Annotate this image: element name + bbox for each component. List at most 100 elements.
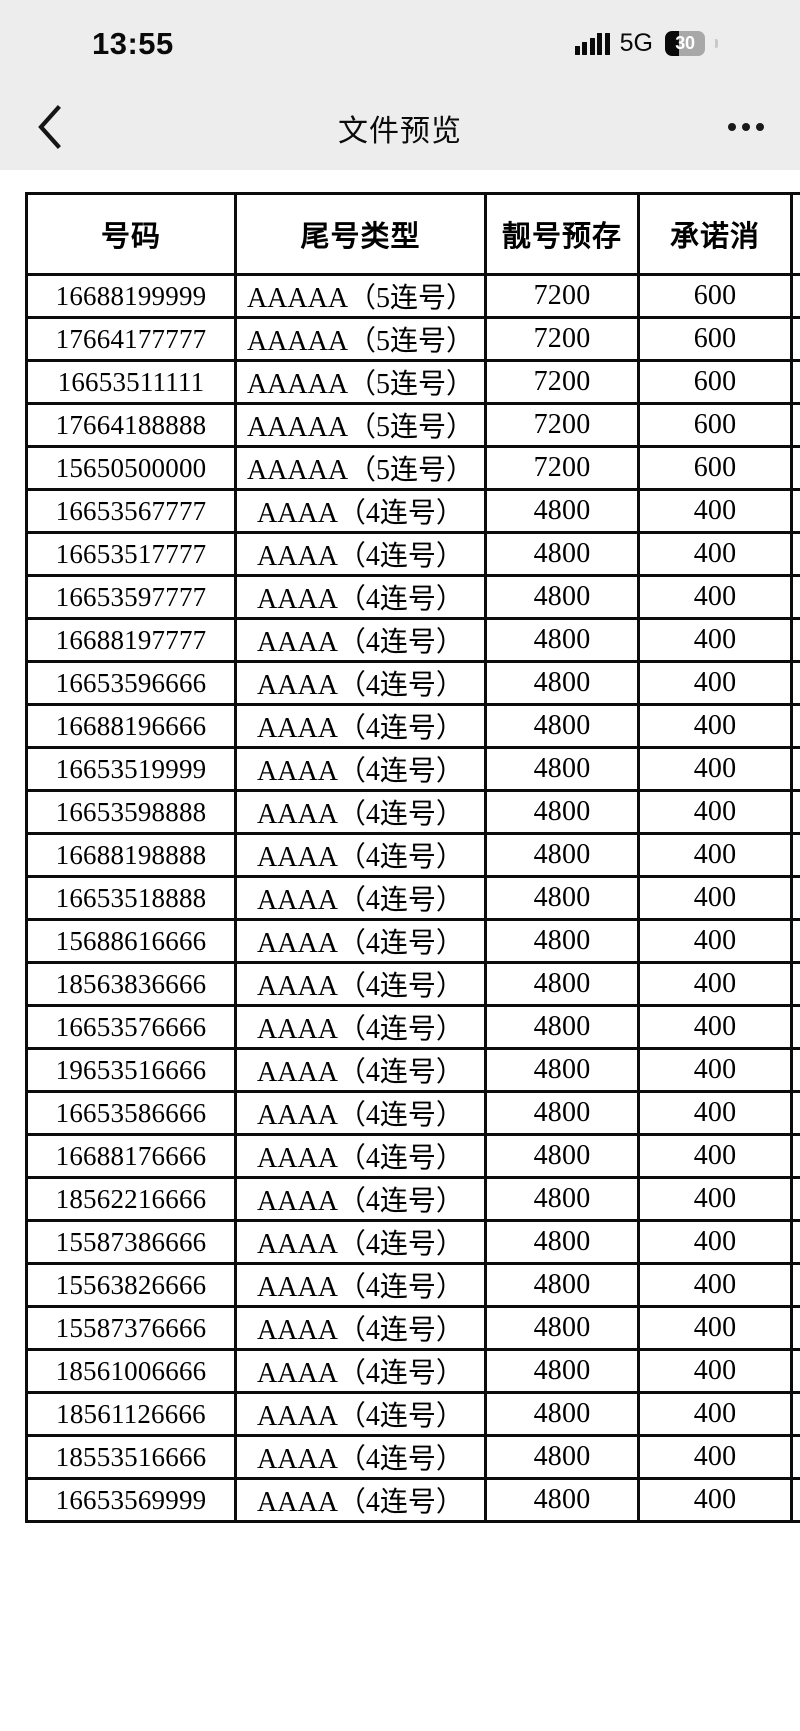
cell-number: 16653569999	[25, 1477, 237, 1523]
cell-number: 18563836666	[25, 961, 237, 1007]
cell-number: 15650500000	[25, 445, 237, 491]
cell-min-spend	[790, 961, 800, 1007]
cell-prestore: 7200	[484, 445, 640, 491]
status-bar: 13:55 5G 30	[0, 0, 800, 86]
cell-tail-type: AAAA（4连号）	[234, 703, 487, 749]
cell-prestore: 4800	[484, 1004, 640, 1050]
table-row: 16653511111 AAAAA（5连号） 7200 600	[25, 359, 800, 405]
back-button[interactable]	[18, 96, 80, 158]
cell-prestore: 4800	[484, 1348, 640, 1394]
cell-prestore: 4800	[484, 1133, 640, 1179]
table-row: 16688198888 AAAA（4连号） 4800 400	[25, 832, 800, 878]
cell-commitment: 400	[637, 1477, 793, 1523]
cell-commitment: 600	[637, 316, 793, 362]
cell-min-spend	[790, 1176, 800, 1222]
cell-number: 16688199999	[25, 273, 237, 319]
file-preview-canvas[interactable]: 号码 尾号类型 靓号预存 承诺消 低消 16688199999	[0, 170, 800, 1731]
table-row: 16688176666 AAAA（4连号） 4800 400	[25, 1133, 800, 1179]
cell-commitment: 400	[637, 1219, 793, 1265]
cell-min-spend	[790, 1477, 800, 1523]
table-row: 16653519999 AAAA（4连号） 4800 400	[25, 746, 800, 792]
cell-number: 16653567777	[25, 488, 237, 534]
cell-tail-type: AAAA（4连号）	[234, 1391, 487, 1437]
cell-tail-type: AAAA（4连号）	[234, 961, 487, 1007]
cell-min-spend	[790, 617, 800, 663]
more-dot	[756, 123, 764, 131]
cell-min-spend	[790, 703, 800, 749]
table-row: 18561006666 AAAA（4连号） 4800 400	[25, 1348, 800, 1394]
cell-min-spend	[790, 832, 800, 878]
table-row: 16688199999 AAAAA（5连号） 7200 600	[25, 273, 800, 319]
cell-tail-type: AAAA（4连号）	[234, 789, 487, 835]
cell-tail-type: AAAAA（5连号）	[234, 402, 487, 448]
cell-prestore: 7200	[484, 359, 640, 405]
cell-prestore: 4800	[484, 1219, 640, 1265]
table-row: 18553516666 AAAA（4连号） 4800 400	[25, 1434, 800, 1480]
signal-bars-icon	[574, 31, 610, 55]
table-row: 18563836666 AAAA（4连号） 4800 400	[25, 961, 800, 1007]
cell-commitment: 400	[637, 488, 793, 534]
cell-min-spend	[790, 1434, 800, 1480]
cell-commitment: 600	[637, 359, 793, 405]
cell-min-spend	[790, 1391, 800, 1437]
cell-prestore: 4800	[484, 832, 640, 878]
cell-prestore: 4800	[484, 961, 640, 1007]
battery-icon: 30	[665, 30, 705, 56]
cell-prestore: 4800	[484, 660, 640, 706]
cell-number: 15688616666	[25, 918, 237, 964]
cell-min-spend	[790, 1305, 800, 1351]
cell-tail-type: AAAA（4连号）	[234, 617, 487, 663]
more-options-button[interactable]	[716, 97, 776, 157]
cell-number: 18562216666	[25, 1176, 237, 1222]
cell-min-spend	[790, 660, 800, 706]
cell-tail-type: AAAA（4连号）	[234, 1004, 487, 1050]
cell-min-spend	[790, 918, 800, 964]
cell-min-spend	[790, 1348, 800, 1394]
cell-number: 18561126666	[25, 1391, 237, 1437]
cell-number: 17664188888	[25, 402, 237, 448]
cell-number: 16653597777	[25, 574, 237, 620]
cell-number: 16653511111	[25, 359, 237, 405]
cell-min-spend	[790, 1219, 800, 1265]
chevron-left-icon	[38, 105, 61, 149]
cell-commitment: 400	[637, 1133, 793, 1179]
cell-commitment: 400	[637, 1348, 793, 1394]
table-row: 15563826666 AAAA（4连号） 4800 400	[25, 1262, 800, 1308]
cell-min-spend	[790, 445, 800, 491]
cell-number: 17664177777	[25, 316, 237, 362]
table-row: 15587386666 AAAA（4连号） 4800 400	[25, 1219, 800, 1265]
cell-prestore: 4800	[484, 1391, 640, 1437]
table-row: 15587376666 AAAA（4连号） 4800 400	[25, 1305, 800, 1351]
cell-prestore: 7200	[484, 273, 640, 319]
cell-number: 16653598888	[25, 789, 237, 835]
table-header-row: 号码 尾号类型 靓号预存 承诺消 低消	[25, 192, 800, 276]
cell-commitment: 400	[637, 961, 793, 1007]
network-type-label: 5G	[619, 28, 653, 57]
cell-number: 15563826666	[25, 1262, 237, 1308]
cell-min-spend	[790, 1047, 800, 1093]
cell-tail-type: AAAA（4连号）	[234, 1176, 487, 1222]
cell-commitment: 400	[637, 1434, 793, 1480]
cell-tail-type: AAAA（4连号）	[234, 1262, 487, 1308]
cell-min-spend	[790, 875, 800, 921]
cell-prestore: 4800	[484, 1477, 640, 1523]
column-header-commitment: 承诺消	[637, 192, 793, 276]
battery-percent-label: 30	[675, 32, 695, 53]
cell-tail-type: AAAA（4连号）	[234, 1133, 487, 1179]
cell-tail-type: AAAA（4连号）	[234, 660, 487, 706]
cell-commitment: 400	[637, 1176, 793, 1222]
cell-commitment: 600	[637, 402, 793, 448]
cell-prestore: 4800	[484, 918, 640, 964]
more-dot	[728, 123, 736, 131]
cell-tail-type: AAAA（4连号）	[234, 1434, 487, 1480]
cell-prestore: 7200	[484, 316, 640, 362]
table-row: 16653517777 AAAA（4连号） 4800 400	[25, 531, 800, 577]
cell-commitment: 400	[637, 703, 793, 749]
cell-min-spend	[790, 746, 800, 792]
cell-prestore: 7200	[484, 402, 640, 448]
cell-prestore: 4800	[484, 875, 640, 921]
phone-number-table: 号码 尾号类型 靓号预存 承诺消 低消 16688199999	[25, 192, 800, 1523]
cell-number: 16653518888	[25, 875, 237, 921]
cell-min-spend	[790, 359, 800, 405]
cell-number: 16688198888	[25, 832, 237, 878]
